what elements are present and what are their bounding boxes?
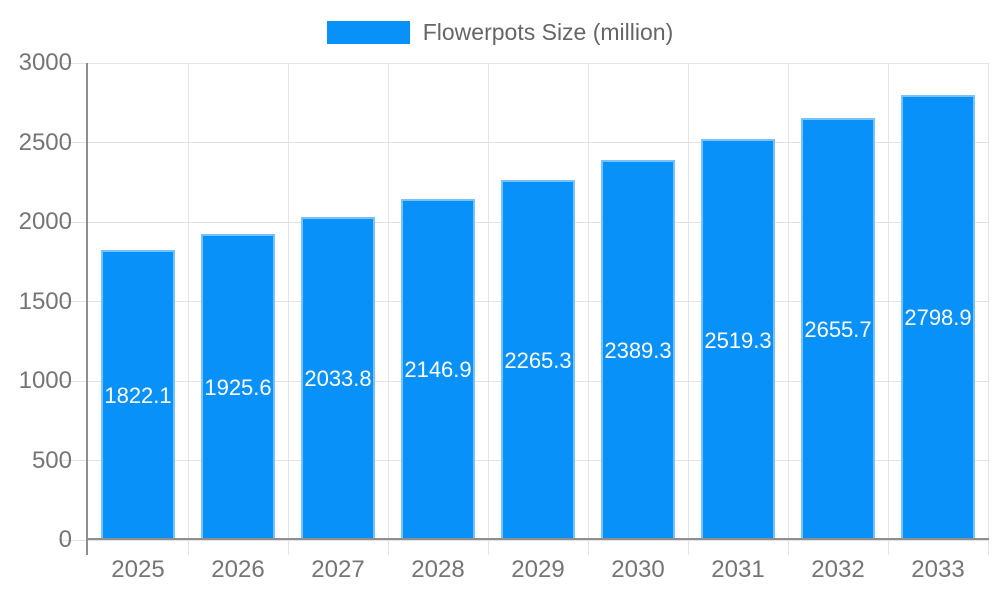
y-axis-tick-label: 3000 (18, 49, 72, 76)
x-axis-tick-label: 2029 (511, 556, 565, 583)
y-axis-line (86, 63, 88, 555)
bar-2029[interactable]: 2265.3 (501, 179, 575, 540)
x-axis-tick-label: 2032 (811, 556, 865, 583)
bar-value-label: 2033.8 (304, 366, 372, 392)
bar-value-label: 1925.6 (204, 374, 272, 400)
x-axis-line (86, 538, 989, 540)
bar-value-label: 1822.1 (104, 383, 172, 409)
bar-value-label: 2798.9 (904, 305, 972, 331)
x-gridline (187, 63, 189, 555)
legend-swatch-icon (326, 20, 410, 44)
x-gridline (687, 63, 689, 555)
y-axis-tick-label: 1500 (18, 287, 72, 315)
bar-2027[interactable]: 2033.8 (301, 216, 375, 540)
y-axis-tick-label: 2000 (18, 208, 72, 235)
bar-2033[interactable]: 2798.9 (901, 94, 975, 540)
x-gridline (287, 63, 289, 555)
y-axis-tick-label: 500 (31, 446, 72, 474)
bar-2026[interactable]: 1925.6 (201, 233, 275, 540)
y-gridline (62, 62, 988, 64)
x-gridline (787, 63, 789, 555)
x-gridline (587, 63, 589, 555)
y-axis-tick-label: 2500 (18, 128, 72, 156)
bar-value-label: 2265.3 (504, 347, 572, 373)
bar-2025[interactable]: 1822.1 (101, 250, 175, 540)
legend-label: Flowerpots Size (million) (422, 19, 674, 45)
y-axis-tick-label: 0 (58, 526, 72, 553)
y-gridline (62, 539, 988, 541)
x-axis-tick-label: 2025 (111, 556, 165, 583)
y-gridline (62, 142, 988, 143)
plot-area: 0 500 1000 1500 2000 2500 3000 1822.1 2025 1925.6… (19, 51, 989, 583)
x-gridline (387, 63, 389, 555)
x-axis-tick-label: 2030 (611, 556, 665, 583)
bar-2028[interactable]: 2146.9 (401, 198, 475, 540)
x-axis-tick-label: 2027 (311, 556, 365, 583)
bar-2031[interactable]: 2519.3 (701, 139, 775, 540)
x-axis-tick-label: 2026 (211, 556, 265, 583)
bar-value-label: 2389.3 (604, 338, 672, 364)
x-gridline (487, 63, 489, 555)
bar-2032[interactable]: 2655.7 (801, 117, 875, 540)
y-axis-tick-label: 1000 (18, 367, 72, 394)
bar-value-label: 2519.3 (704, 327, 772, 353)
bar-value-label: 2655.7 (804, 316, 872, 342)
x-axis-tick-label: 2033 (911, 556, 965, 583)
bar-2030[interactable]: 2389.3 (601, 160, 675, 540)
x-axis-tick-label: 2028 (411, 556, 465, 583)
legend[interactable]: Flowerpots Size (million) (0, 19, 1000, 45)
x-axis-tick-label: 2031 (711, 556, 765, 583)
bar-value-label: 2146.9 (404, 357, 472, 383)
x-gridline (887, 63, 889, 555)
x-gridline (987, 63, 989, 555)
